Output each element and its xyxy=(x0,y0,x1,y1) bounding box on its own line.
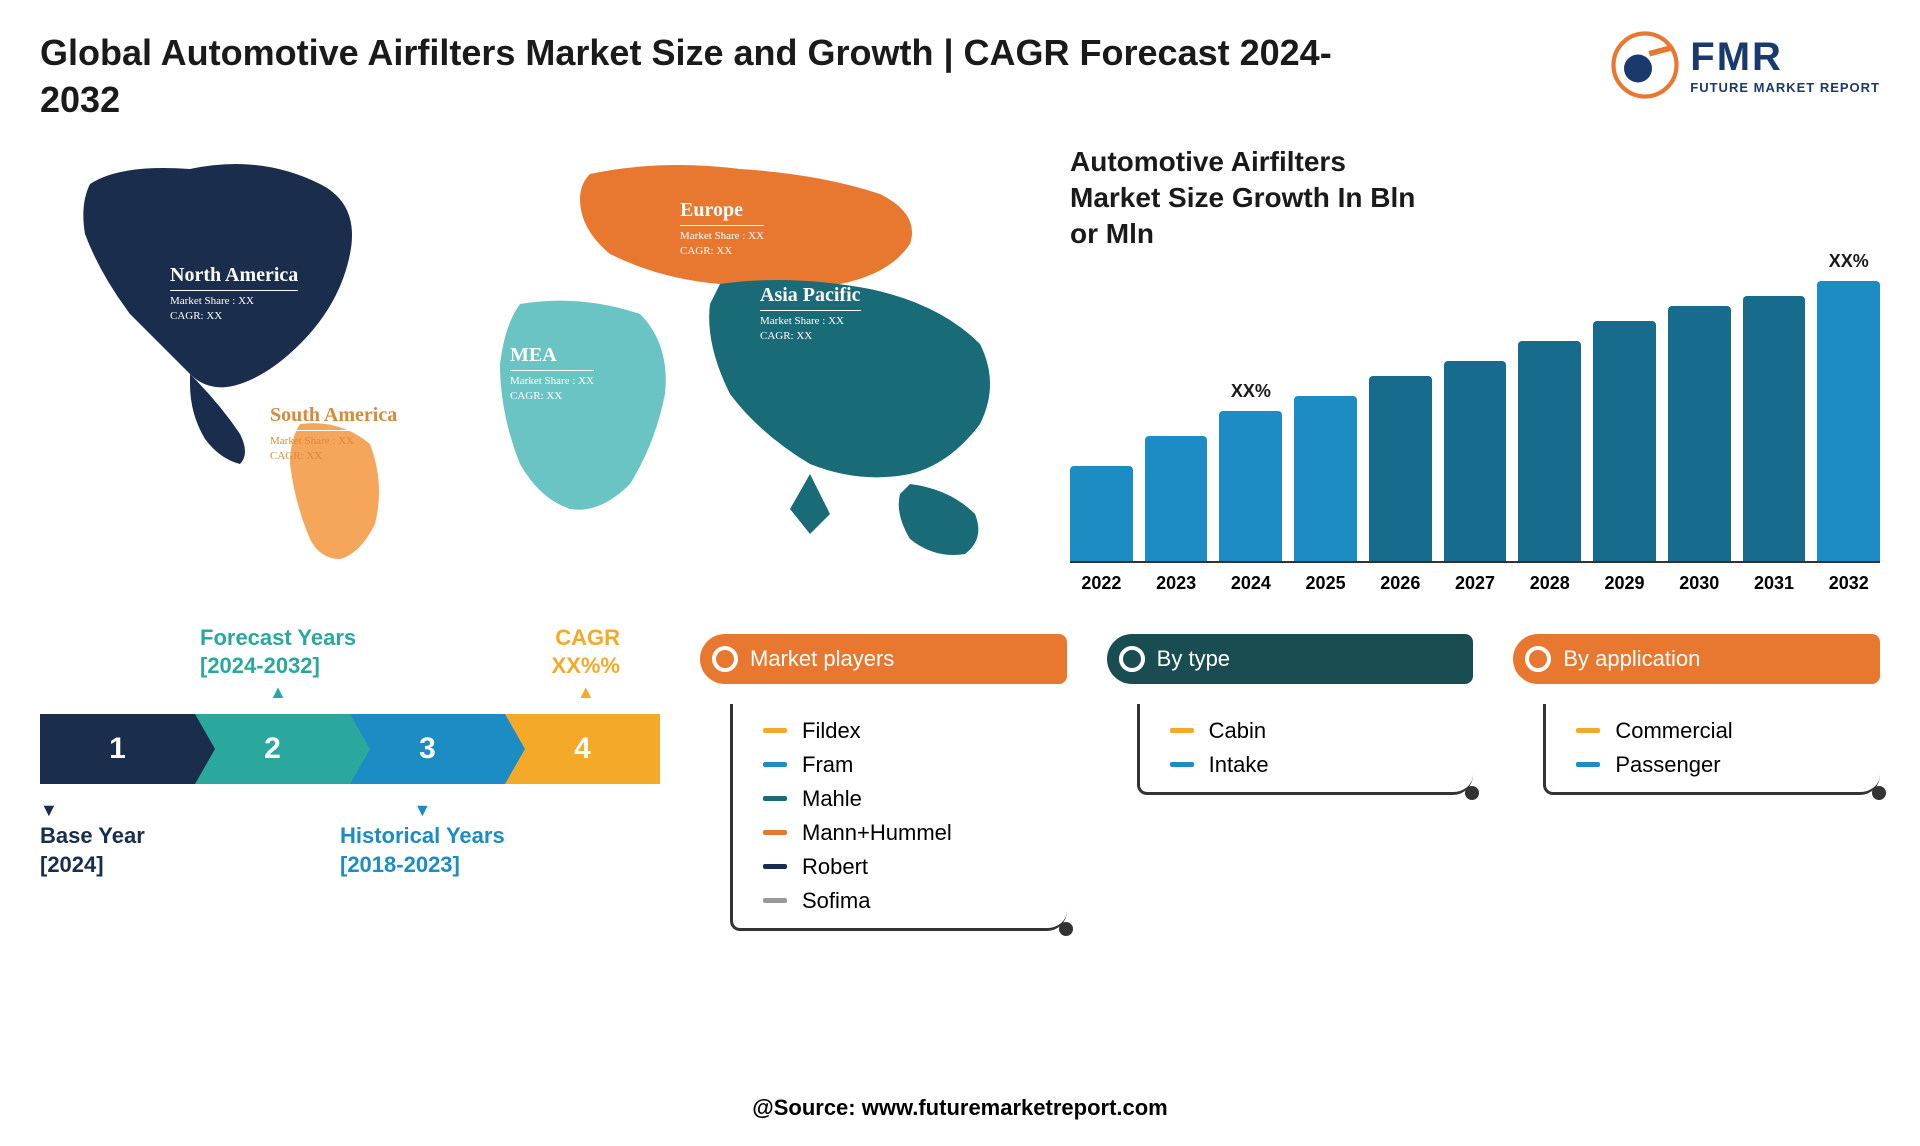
chart-title: Automotive Airfilters Market Size Growth… xyxy=(1070,144,1420,253)
timeline-forecast-label: Forecast Years [2024-2032] ▲ xyxy=(200,624,356,705)
logo-main-text: FMR xyxy=(1690,35,1880,80)
bullet-icon xyxy=(763,864,787,869)
bar-2032: XX% xyxy=(1817,281,1880,561)
logo-icon xyxy=(1610,30,1680,100)
list-item: Cabin xyxy=(1170,714,1454,748)
list-item-text: Sofima xyxy=(802,888,870,914)
bar-label-2029: 2029 xyxy=(1593,573,1656,594)
list-item-text: Mann+Hummel xyxy=(802,820,952,846)
bullet-icon xyxy=(1576,762,1600,767)
bar-label-2023: 2023 xyxy=(1145,573,1208,594)
fmr-logo: FMR FUTURE MARKET REPORT xyxy=(1610,30,1880,100)
list-item-text: Cabin xyxy=(1209,718,1266,744)
bar-2025 xyxy=(1294,396,1357,561)
list-item: Sofima xyxy=(763,884,1047,918)
bullet-icon xyxy=(763,728,787,733)
list-item: Passenger xyxy=(1576,748,1860,782)
timeline-historical-label: ▼ Historical Years [2018-2023] xyxy=(340,799,505,880)
growth-chart: Automotive Airfilters Market Size Growth… xyxy=(1070,144,1880,594)
bar-2030 xyxy=(1668,306,1731,561)
region-label-mea: MEAMarket Share : XXCAGR: XX xyxy=(510,344,594,405)
timeline-bar: 1234 xyxy=(40,714,660,784)
bar-label-2025: 2025 xyxy=(1294,573,1357,594)
source-text: @Source: www.futuremarketreport.com xyxy=(0,1095,1920,1121)
bullet-icon xyxy=(1170,728,1194,733)
bar-label-2027: 2027 xyxy=(1444,573,1507,594)
category-list: Commercial Passenger xyxy=(1543,704,1880,795)
bar-label-2024: 2024 xyxy=(1219,573,1282,594)
category-market-players: Market players Fildex Fram Mahle Mann+Hummel… xyxy=(700,634,1067,931)
bar-label-2022: 2022 xyxy=(1070,573,1133,594)
timeline-section: Forecast Years [2024-2032] ▲ CAGR XX%% ▲… xyxy=(40,634,660,784)
timeline-segment-1: 1 xyxy=(40,714,195,784)
bar-2023 xyxy=(1145,436,1208,561)
list-item-text: Intake xyxy=(1209,752,1269,778)
list-item: Mann+Hummel xyxy=(763,816,1047,850)
list-item-text: Commercial xyxy=(1615,718,1732,744)
list-item: Fram xyxy=(763,748,1047,782)
bar-2028 xyxy=(1518,341,1581,561)
list-item-text: Fram xyxy=(802,752,853,778)
timeline-segment-2: 2 xyxy=(195,714,350,784)
timeline-base-label: ▼ Base Year [2024] xyxy=(40,799,145,880)
category-pill: By type xyxy=(1107,634,1474,684)
timeline-segment-3: 3 xyxy=(350,714,505,784)
timeline-segment-4: 4 xyxy=(505,714,660,784)
bar-2029 xyxy=(1593,321,1656,561)
list-item: Robert xyxy=(763,850,1047,884)
bar-2027 xyxy=(1444,361,1507,561)
bullet-icon xyxy=(1576,728,1600,733)
list-item-text: Mahle xyxy=(802,786,862,812)
list-item: Mahle xyxy=(763,782,1047,816)
list-item-text: Fildex xyxy=(802,718,861,744)
world-map: North AmericaMarket Share : XXCAGR: XX So… xyxy=(40,144,1040,564)
bar-2022 xyxy=(1070,466,1133,561)
category-by-application: By application Commercial Passenger xyxy=(1513,634,1880,931)
region-label-north-america: North AmericaMarket Share : XXCAGR: XX xyxy=(170,264,298,325)
logo-sub-text: FUTURE MARKET REPORT xyxy=(1690,80,1880,95)
bar-2031 xyxy=(1743,296,1806,561)
bar-label-2031: 2031 xyxy=(1743,573,1806,594)
category-list: Fildex Fram Mahle Mann+Hummel Robert Sofima xyxy=(730,704,1067,931)
bullet-icon xyxy=(763,898,787,903)
list-item: Fildex xyxy=(763,714,1047,748)
list-item-text: Robert xyxy=(802,854,868,880)
bullet-icon xyxy=(763,796,787,801)
bars-container: XX% XX% xyxy=(1070,283,1880,563)
bullet-icon xyxy=(763,830,787,835)
bar-label-2028: 2028 xyxy=(1518,573,1581,594)
bar-2026 xyxy=(1369,376,1432,561)
bullet-icon xyxy=(763,762,787,767)
list-item: Commercial xyxy=(1576,714,1860,748)
list-item-text: Passenger xyxy=(1615,752,1720,778)
category-list: Cabin Intake xyxy=(1137,704,1474,795)
category-pill: Market players xyxy=(700,634,1067,684)
list-item: Intake xyxy=(1170,748,1454,782)
bar-label-2026: 2026 xyxy=(1369,573,1432,594)
region-label-europe: EuropeMarket Share : XXCAGR: XX xyxy=(680,199,764,260)
region-label-south-america: South AmericaMarket Share : XXCAGR: XX xyxy=(270,404,397,465)
page-title: Global Automotive Airfilters Market Size… xyxy=(40,30,1340,124)
category-by-type: By type Cabin Intake xyxy=(1107,634,1474,931)
bar-label-2030: 2030 xyxy=(1668,573,1731,594)
bullet-icon xyxy=(1170,762,1194,767)
bar-label-2032: 2032 xyxy=(1817,573,1880,594)
category-pill: By application xyxy=(1513,634,1880,684)
region-label-asia-pacific: Asia PacificMarket Share : XXCAGR: XX xyxy=(760,284,861,345)
timeline-cagr-label: CAGR XX%% ▲ xyxy=(552,624,620,705)
bar-2024: XX% xyxy=(1219,411,1282,561)
